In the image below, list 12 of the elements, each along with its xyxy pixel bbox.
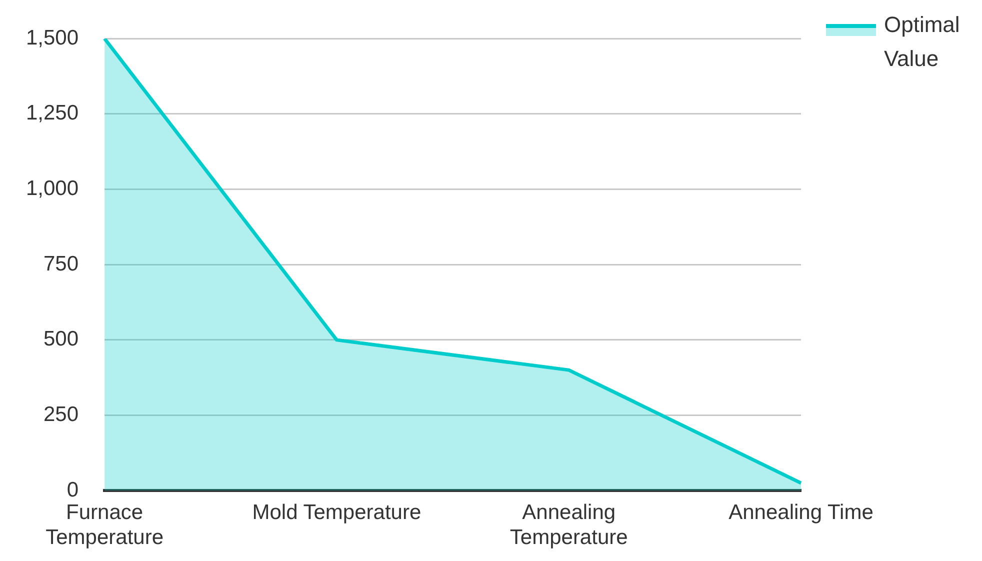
x-tick-label: Mold Temperature bbox=[252, 500, 422, 524]
y-tick-label: 0 bbox=[66, 478, 79, 502]
legend-label: Optimal Value bbox=[884, 11, 961, 73]
y-tick-label: 500 bbox=[44, 328, 79, 351]
x-tick-label: Furnace Temperature bbox=[46, 500, 164, 550]
y-tick-label: 1,250 bbox=[26, 102, 79, 125]
y-tick-label: 1,000 bbox=[26, 177, 79, 200]
y-tick-label: 250 bbox=[44, 403, 79, 426]
y-tick-label: 750 bbox=[44, 252, 79, 276]
x-tick-label: Annealing Temperature bbox=[510, 500, 628, 550]
y-tick-label: 1,500 bbox=[26, 26, 79, 50]
x-tick-label: Annealing Time bbox=[728, 500, 874, 524]
